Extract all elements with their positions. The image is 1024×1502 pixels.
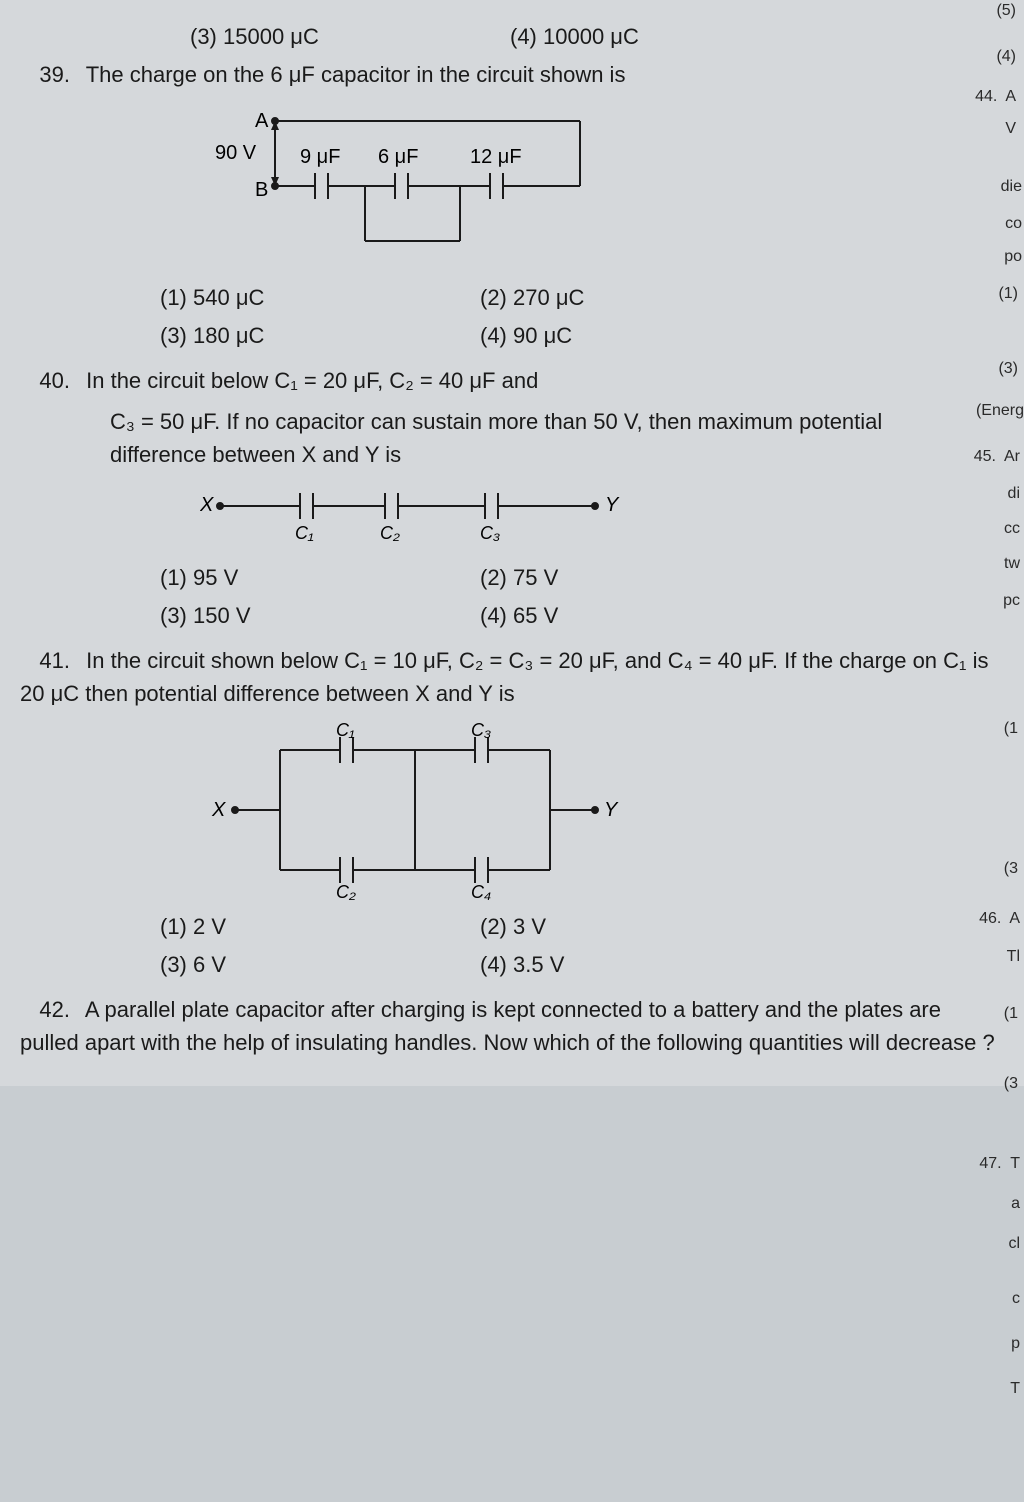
right-cc: cc [1004, 520, 1020, 538]
q41-opt4: (4) 3.5 V [480, 948, 800, 981]
question-39: 39. The charge on the 6 μF capacitor in … [20, 58, 1004, 352]
q40-X: X [200, 494, 214, 516]
q39-cap2: 6 μF [378, 146, 418, 168]
q40-Y: Y [605, 494, 620, 516]
q39-opts-row2: (3) 180 μC (4) 90 μC [160, 319, 1004, 352]
q40-text1: In the circuit below C₁ = 20 μF, C₂ = 40… [86, 368, 538, 393]
right-V: V [1005, 120, 1016, 138]
q39-opt3: (3) 180 μC [160, 319, 480, 352]
q41-opts-row2: (3) 6 V (4) 3.5 V [160, 948, 1004, 981]
q40-opt4: (4) 65 V [480, 599, 800, 632]
q40-opts-row2: (3) 150 V (4) 65 V [160, 599, 1004, 632]
right-a: a [1011, 1195, 1020, 1213]
right-cl: cl [1008, 1235, 1020, 1253]
q41-line: 41. In the circuit shown below C₁ = 10 μ… [20, 644, 1004, 710]
right-5: (5) [996, 2, 1016, 20]
right-energ: (Energ [976, 402, 1024, 420]
right-46-num: 46. [979, 910, 1001, 927]
right-tw: tw [1004, 555, 1020, 573]
q39-voltage: 90 V [215, 142, 257, 164]
q39-text: The charge on the 6 μF capacitor in the … [86, 62, 626, 87]
right-c2: c [1012, 1290, 1020, 1308]
q39-labelB: B [255, 179, 268, 201]
q39-circuit: A B 90 V 9 μF 6 μF 12 μF [200, 101, 620, 271]
right-4: (4) [996, 48, 1016, 66]
right-47-num: 47. [979, 1155, 1001, 1172]
right-1b: (1 [1004, 720, 1018, 738]
question-42: 42. A parallel plate capacitor after cha… [20, 993, 1004, 1059]
q40-num: 40. [20, 364, 70, 397]
right-47-t: T [1010, 1155, 1020, 1172]
top-opt3: (3) 15000 μC [190, 20, 510, 53]
q39-line: 39. The charge on the 6 μF capacitor in … [20, 58, 1004, 91]
q39-labelA: A [255, 110, 269, 132]
top-option-row: (3) 15000 μC (4) 10000 μC [190, 20, 1004, 53]
right-3: (3) [998, 360, 1018, 378]
q41-C1: C₁ [336, 720, 355, 740]
top-opt4: (4) 10000 μC [510, 20, 830, 53]
right-3c: (3 [1004, 1075, 1018, 1093]
q40-opt2: (2) 75 V [480, 561, 800, 594]
q41-opt3: (3) 6 V [160, 948, 480, 981]
right-44-num: 44. [975, 88, 997, 105]
right-44: 44. A [975, 88, 1016, 106]
right-45-num: 45. [974, 448, 996, 465]
right-45-ar: Ar [1004, 448, 1020, 465]
right-1c: (1 [1004, 1005, 1018, 1023]
q41-opt2: (2) 3 V [480, 910, 800, 943]
right-die: die [1001, 178, 1022, 196]
right-3b: (3 [1004, 860, 1018, 878]
q40-opt3: (3) 150 V [160, 599, 480, 632]
q39-opts-row1: (1) 540 μC (2) 270 μC [160, 281, 1004, 314]
question-40: 40. In the circuit below C₁ = 20 μF, C₂ … [20, 364, 1004, 632]
q40-circuit: X Y C₁ C₂ C₃ [200, 481, 630, 551]
right-44-a: A [1005, 88, 1016, 105]
q39-num: 39. [20, 58, 70, 91]
q40-opts-row1: (1) 95 V (2) 75 V [160, 561, 1004, 594]
q41-opt1: (1) 2 V [160, 910, 480, 943]
right-pc: pc [1003, 592, 1020, 610]
right-T2: T [1010, 1380, 1020, 1398]
q40-C3: C₃ [480, 523, 500, 543]
right-di: di [1008, 485, 1020, 503]
q40-C2: C₂ [380, 523, 400, 543]
q40-line1: 40. In the circuit below C₁ = 20 μF, C₂ … [20, 364, 1004, 397]
right-p: p [1011, 1335, 1020, 1353]
q41-circuit: X Y C₁ C₃ C₂ C₄ [200, 720, 630, 900]
right-47: 47. T [979, 1155, 1020, 1173]
q39-cap3: 12 μF [470, 146, 522, 168]
q42-num: 42. [20, 993, 70, 1026]
q42-line: 42. A parallel plate capacitor after cha… [20, 993, 1004, 1059]
right-Tl: Tl [1007, 948, 1020, 966]
q41-Y: Y [604, 799, 619, 821]
q39-opt1: (1) 540 μC [160, 281, 480, 314]
document-page: (3) 15000 μC (4) 10000 μC 39. The charge… [0, 0, 1024, 1086]
right-1: (1) [998, 285, 1018, 303]
q39-cap1: 9 μF [300, 146, 340, 168]
q42-text: A parallel plate capacitor after chargin… [20, 997, 995, 1055]
q41-num: 41. [20, 644, 70, 677]
q41-C2: C₂ [336, 882, 356, 900]
q40-text2: C₃ = 50 μF. If no capacitor can sustain … [110, 405, 884, 471]
q39-opt4: (4) 90 μC [480, 319, 800, 352]
q41-C4: C₄ [471, 882, 491, 900]
q41-opts-row1: (1) 2 V (2) 3 V [160, 910, 1004, 943]
q40-C1: C₁ [295, 523, 314, 543]
right-po: po [1004, 248, 1022, 266]
q41-X: X [211, 799, 226, 821]
q39-opt2: (2) 270 μC [480, 281, 800, 314]
right-co: co [1005, 215, 1022, 233]
question-41: 41. In the circuit shown below C₁ = 10 μ… [20, 644, 1004, 981]
right-45: 45. Ar [974, 448, 1020, 466]
q41-C3: C₃ [471, 720, 491, 740]
right-46: 46. A [979, 910, 1020, 928]
right-46-a: A [1009, 910, 1020, 927]
q40-opt1: (1) 95 V [160, 561, 480, 594]
q41-text: In the circuit shown below C₁ = 10 μF, C… [20, 648, 988, 706]
